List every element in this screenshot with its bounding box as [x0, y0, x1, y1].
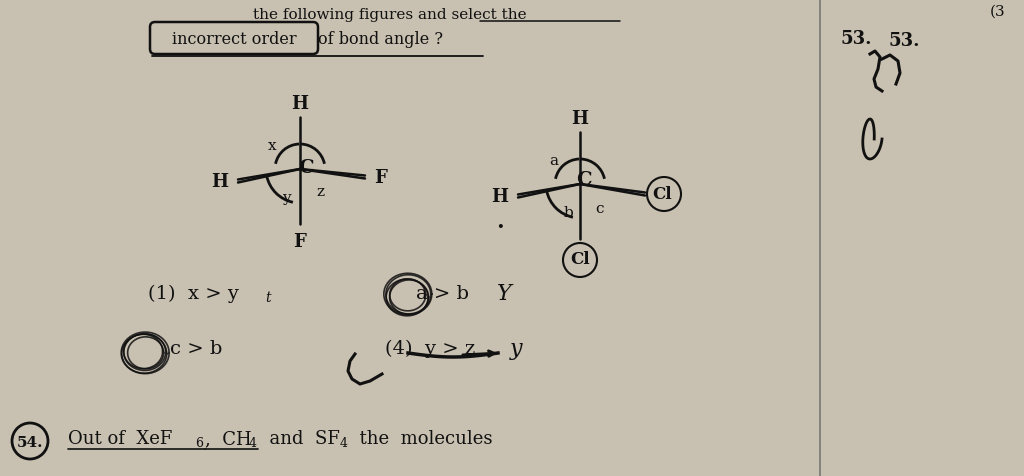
- Text: F: F: [374, 169, 387, 187]
- Text: F: F: [294, 232, 306, 250]
- Text: 53.: 53.: [888, 32, 920, 50]
- Text: 54.: 54.: [16, 435, 43, 449]
- Text: t: t: [265, 290, 270, 304]
- Text: Out of  XeF: Out of XeF: [68, 429, 172, 447]
- Text: Cl: Cl: [570, 250, 590, 268]
- Text: 53.: 53.: [840, 30, 871, 48]
- Text: and  SF: and SF: [258, 429, 340, 447]
- Text: H: H: [490, 188, 508, 206]
- Text: y: y: [282, 190, 291, 205]
- Text: (1)  x > y: (1) x > y: [148, 284, 239, 303]
- Text: b: b: [563, 206, 572, 219]
- Text: the  molecules: the molecules: [348, 429, 493, 447]
- Text: a: a: [550, 154, 558, 168]
- Text: C: C: [577, 170, 592, 188]
- Text: H: H: [211, 173, 228, 190]
- Text: 6: 6: [195, 436, 203, 449]
- Text: H: H: [292, 95, 308, 113]
- Text: c > b: c > b: [170, 339, 222, 357]
- Text: .: .: [496, 204, 505, 235]
- Text: ,  CH: , CH: [205, 429, 252, 447]
- Text: (3: (3: [990, 5, 1006, 19]
- Text: 4: 4: [340, 436, 348, 449]
- Text: y: y: [510, 337, 522, 359]
- Text: the following figures and select the: the following figures and select the: [253, 8, 526, 22]
- Text: a > b: a > b: [416, 284, 469, 302]
- Text: z: z: [316, 185, 324, 198]
- Text: C: C: [298, 159, 313, 177]
- Text: Cl: Cl: [652, 186, 672, 203]
- Text: x: x: [267, 139, 276, 153]
- Text: 4: 4: [249, 436, 257, 449]
- Text: H: H: [571, 110, 589, 128]
- Text: (4)  y > z: (4) y > z: [385, 339, 475, 357]
- Text: c: c: [596, 201, 604, 216]
- Text: Y: Y: [497, 282, 512, 304]
- Text: incorrect order: incorrect order: [172, 31, 296, 49]
- Text: of bond angle ?: of bond angle ?: [318, 31, 443, 49]
